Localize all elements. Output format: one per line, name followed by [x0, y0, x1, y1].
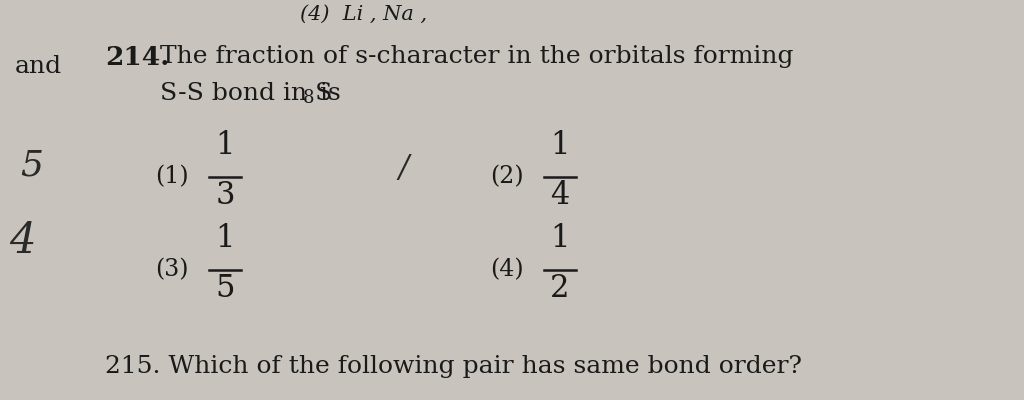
Text: 3: 3: [215, 180, 234, 211]
Text: /: /: [398, 153, 409, 184]
Text: (3): (3): [155, 258, 188, 282]
Text: 8: 8: [303, 89, 314, 107]
Text: 4: 4: [9, 220, 35, 262]
Text: 1: 1: [550, 223, 569, 254]
Text: is: is: [311, 82, 341, 105]
Text: 2: 2: [550, 273, 569, 304]
Text: and: and: [15, 55, 62, 78]
Text: (2): (2): [490, 166, 523, 188]
Text: 1: 1: [215, 130, 234, 161]
Text: 5: 5: [215, 273, 234, 304]
Text: S-S bond in S: S-S bond in S: [160, 82, 333, 105]
Text: 1: 1: [550, 130, 569, 161]
Text: 4: 4: [550, 180, 569, 211]
Text: (4): (4): [490, 258, 523, 282]
Text: The fraction of s-character in the orbitals forming: The fraction of s-character in the orbit…: [160, 45, 794, 68]
Text: 215. Which of the following pair has same bond order?: 215. Which of the following pair has sam…: [105, 355, 802, 378]
Text: 5: 5: [20, 148, 43, 182]
Text: (1): (1): [155, 166, 188, 188]
Text: 1: 1: [215, 223, 234, 254]
Text: (4)  Li , Na ,: (4) Li , Na ,: [300, 5, 427, 24]
Text: 214.: 214.: [105, 45, 169, 70]
